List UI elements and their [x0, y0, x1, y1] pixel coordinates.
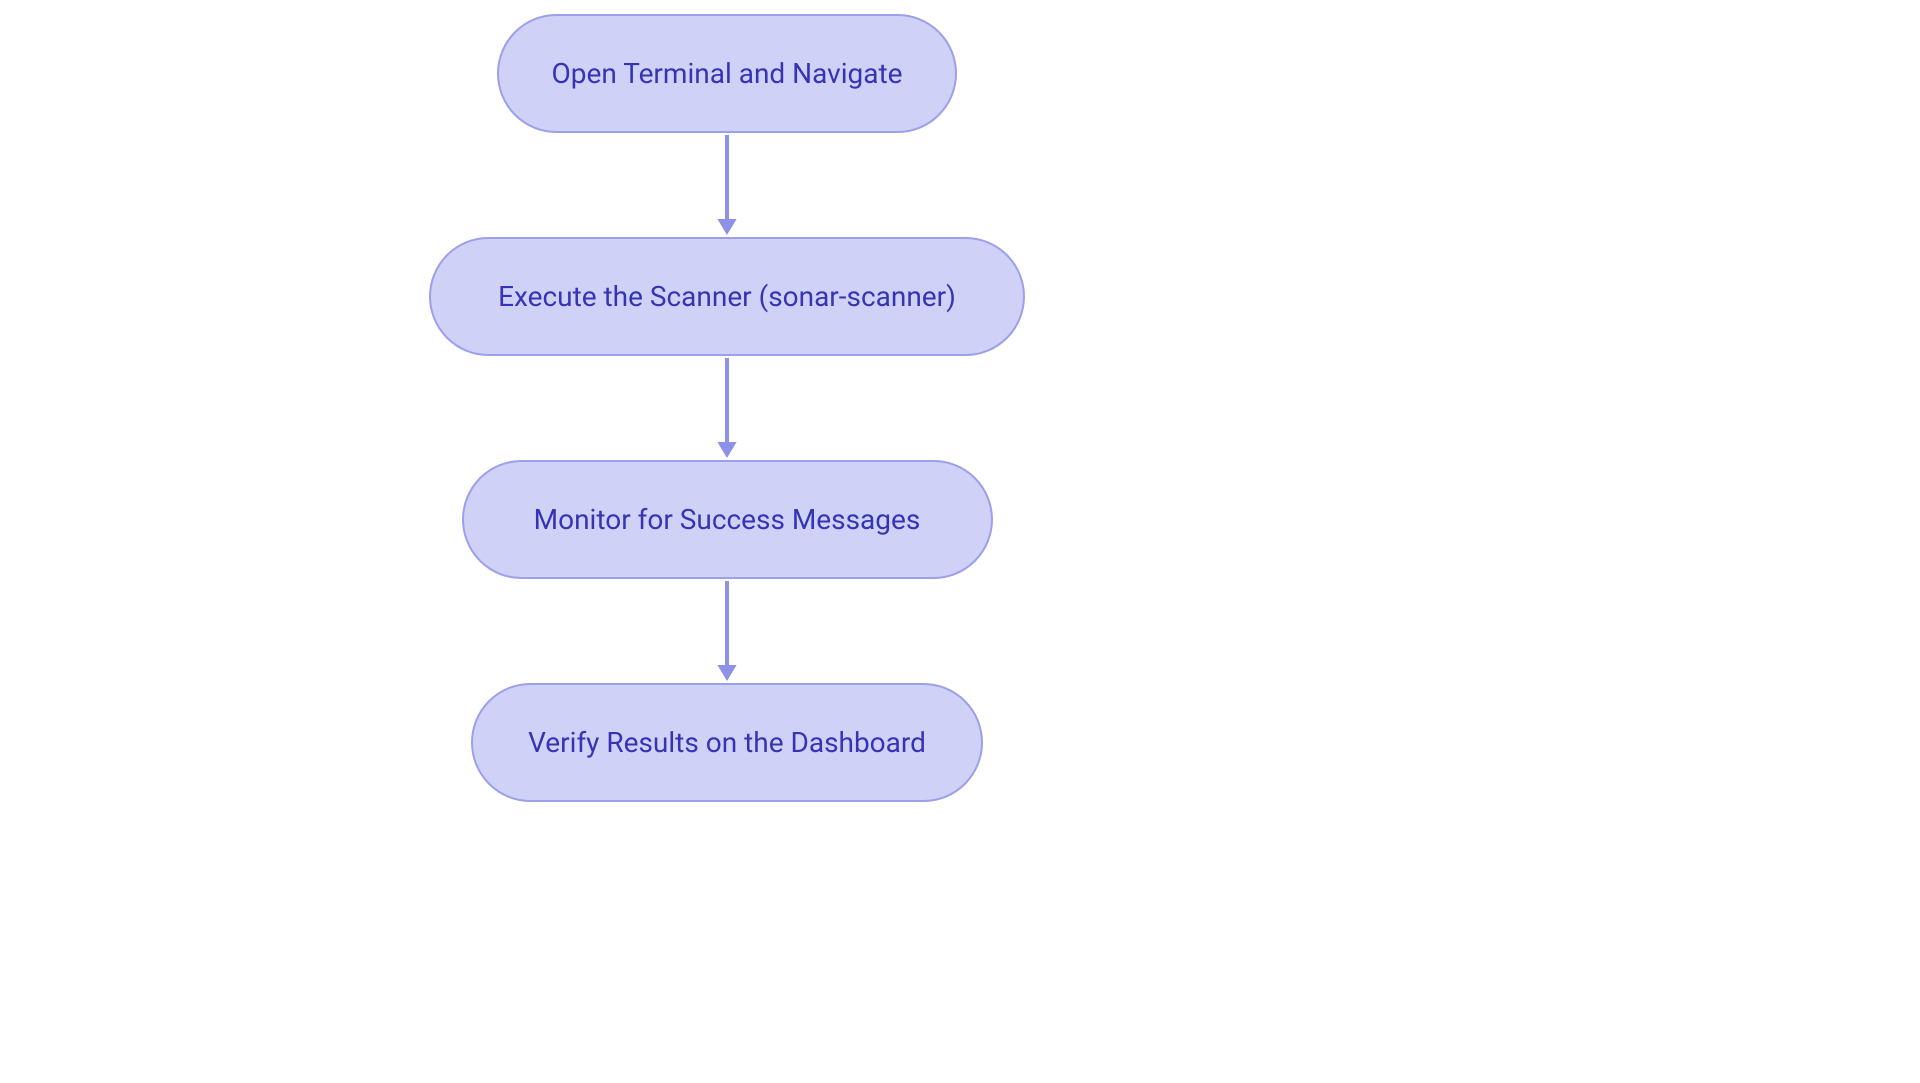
flowchart-node-n1: Open Terminal and Navigate	[497, 14, 957, 133]
flowchart-node-label: Monitor for Success Messages	[534, 503, 921, 536]
flowchart-node-label: Open Terminal and Navigate	[552, 57, 903, 90]
flowchart-edge-n2-n3	[711, 358, 743, 458]
flowchart-node-n3: Monitor for Success Messages	[462, 460, 993, 579]
flowchart-edge-n3-n4	[711, 581, 743, 681]
flowchart-node-label: Verify Results on the Dashboard	[528, 726, 926, 759]
flowchart-node-label: Execute the Scanner (sonar-scanner)	[498, 280, 956, 313]
flowchart-container: Open Terminal and Navigate Execute the Sc…	[0, 0, 1920, 1083]
flowchart-edge-n1-n2	[711, 135, 743, 235]
flowchart-node-n2: Execute the Scanner (sonar-scanner)	[429, 237, 1025, 356]
flowchart-node-n4: Verify Results on the Dashboard	[471, 683, 983, 802]
